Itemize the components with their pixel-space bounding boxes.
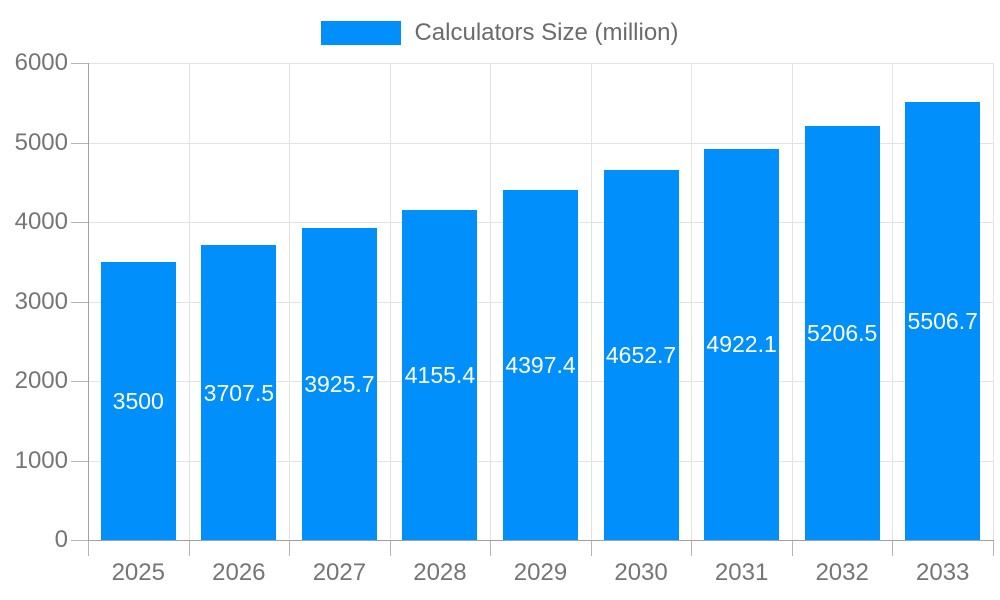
y-tick	[71, 301, 88, 303]
bar-2030	[603, 170, 679, 540]
x-axis-label: 2026	[212, 559, 266, 586]
x-tick	[490, 540, 492, 556]
x-gridline	[289, 63, 291, 540]
legend-swatch-icon	[321, 21, 402, 45]
x-gridline	[691, 63, 693, 540]
x-axis-label: 2028	[413, 559, 467, 586]
bar-2027	[301, 227, 377, 540]
y-gridline	[88, 142, 994, 144]
y-tick	[71, 142, 88, 144]
x-gridline	[993, 63, 994, 540]
x-axis-label: 2030	[614, 559, 668, 586]
x-axis-line	[88, 540, 994, 541]
x-tick	[188, 540, 190, 556]
bar-value-label: 3925.7	[304, 370, 375, 397]
bar-value-label: 4922.1	[706, 331, 777, 358]
bar-value-label: 5206.5	[806, 320, 878, 347]
legend-item[interactable]: Calculators Size (million)	[321, 19, 679, 46]
y-axis-label: 0	[54, 526, 68, 553]
y-tick	[71, 460, 88, 462]
y-axis-label: 5000	[14, 128, 68, 156]
x-gridline	[590, 63, 592, 540]
y-tick	[71, 63, 88, 64]
x-tick	[892, 540, 894, 556]
bar-2031	[704, 148, 780, 540]
y-axis-label: 3000	[14, 287, 68, 315]
bar-2032	[804, 126, 880, 540]
bar-2028	[402, 209, 478, 540]
x-gridline	[188, 63, 190, 540]
x-gridline	[791, 63, 793, 540]
x-axis-label: 2027	[312, 559, 367, 586]
y-tick	[71, 381, 88, 382]
bar-value-label: 3707.5	[203, 379, 275, 406]
x-axis-label: 2032	[815, 559, 869, 586]
y-gridline	[88, 63, 994, 64]
legend-label: Calculators Size (million)	[414, 19, 679, 46]
x-tick	[389, 540, 391, 556]
legend: Calculators Size (million)	[0, 20, 1000, 46]
y-tick	[71, 540, 88, 541]
y-axis-line	[88, 63, 89, 540]
bar-2029	[503, 190, 578, 540]
bar-2026	[201, 245, 277, 540]
bar-value-label: 4155.4	[404, 361, 476, 388]
y-tick	[71, 222, 88, 223]
bar-2033	[905, 102, 981, 540]
x-axis-label: 2025	[111, 559, 165, 586]
bar-value-label: 4397.4	[505, 352, 576, 379]
x-gridline	[490, 63, 492, 540]
bar-2025	[100, 261, 176, 540]
y-axis-label: 2000	[14, 367, 68, 394]
bar-value-label: 4652.7	[605, 342, 677, 369]
x-gridline	[389, 63, 391, 540]
x-tick	[691, 540, 693, 556]
x-tick	[993, 540, 994, 556]
x-tick	[791, 540, 793, 556]
y-axis-label: 4000	[14, 208, 68, 235]
bar-value-label: 3500	[112, 387, 164, 414]
bar-value-label: 5506.7	[907, 308, 978, 335]
x-tick	[289, 540, 291, 556]
x-axis-label: 2031	[714, 559, 769, 586]
y-axis-label: 6000	[14, 49, 68, 76]
x-tick	[88, 540, 89, 556]
x-gridline	[892, 63, 894, 540]
x-tick	[590, 540, 592, 556]
x-axis-label: 2033	[916, 559, 970, 586]
y-axis-label: 1000	[14, 446, 68, 474]
x-axis-label: 2029	[513, 559, 568, 586]
